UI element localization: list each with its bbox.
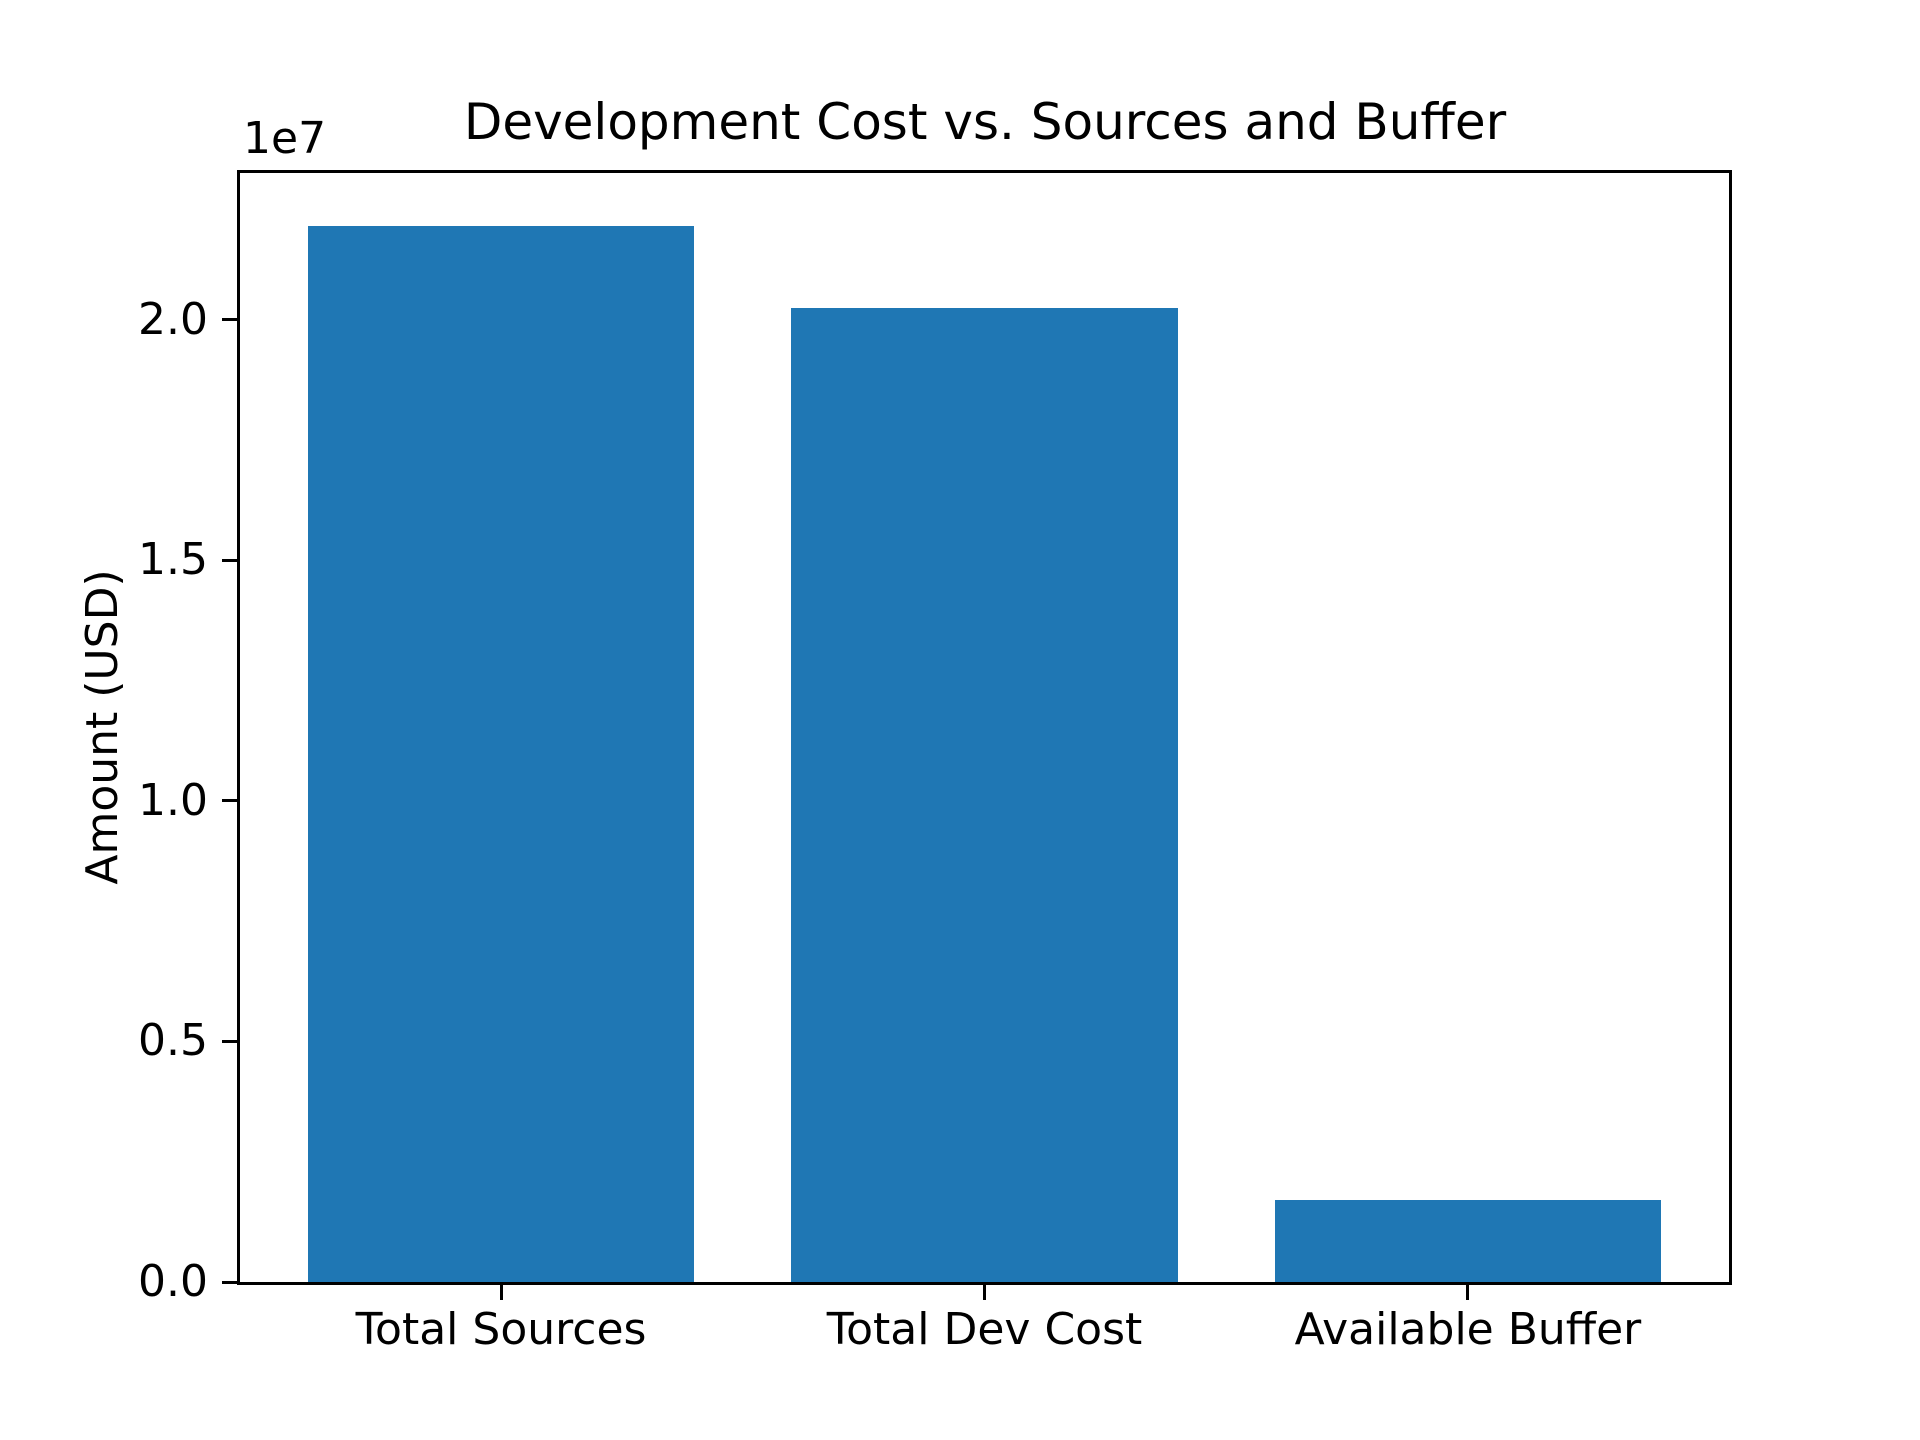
bar-total-sources (307, 225, 695, 1282)
y-axis-offset-multiplier: 1e7 (243, 113, 327, 164)
y-axis-label: Amount (USD) (77, 569, 128, 885)
plot-area (240, 173, 1729, 1282)
x-tick-label: Total Sources (355, 1304, 647, 1355)
x-tick-mark (499, 1285, 503, 1300)
y-tick-label: 0.0 (138, 1256, 208, 1307)
axes-spines (237, 170, 1732, 1285)
bar-available-buffer (1274, 1200, 1662, 1282)
y-tick-mark (222, 558, 237, 562)
y-tick-label: 2.0 (138, 293, 208, 345)
y-tick-label: 0.5 (138, 1015, 208, 1067)
y-tick-mark (222, 1039, 237, 1043)
y-tick-label: 1.5 (138, 534, 208, 586)
x-tick-label: Available Buffer (1294, 1304, 1642, 1355)
x-tick-mark (1466, 1285, 1470, 1300)
x-tick-label: Total Dev Cost (826, 1304, 1143, 1355)
chart-title: Development Cost vs. Sources and Buffer (463, 93, 1507, 151)
y-tick-mark (222, 1280, 237, 1284)
x-tick-mark (983, 1285, 986, 1300)
y-tick-mark (222, 799, 237, 803)
y-tick-label: 1.0 (138, 774, 208, 826)
bar-total-dev-cost (791, 307, 1178, 1282)
y-tick-mark (222, 318, 237, 322)
